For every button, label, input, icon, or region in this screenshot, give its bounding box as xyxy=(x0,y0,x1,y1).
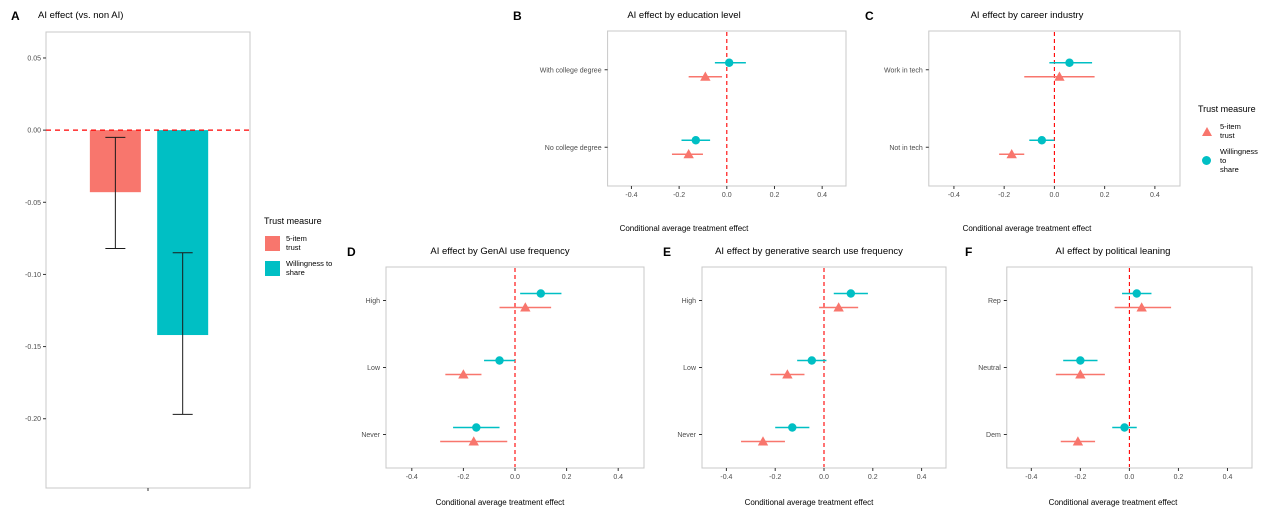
svg-text:-0.4: -0.4 xyxy=(625,192,637,199)
legend-item-label: Willingness to share xyxy=(286,259,333,277)
svg-text:Neutral: Neutral xyxy=(978,365,1001,372)
legend-trust-measure-shape: Trust measure 5-item trust Willingness t… xyxy=(1198,104,1264,181)
panel-b: B AI effect by education level -0.4 -0.2 0… xyxy=(510,6,858,236)
svg-text:0.2: 0.2 xyxy=(1174,474,1184,481)
legend-item-willingness-to-share: Willingness to share xyxy=(264,259,358,277)
panel-f-xaxis-title: Conditional average treatment effect xyxy=(1048,498,1178,507)
svg-text:Dem: Dem xyxy=(986,432,1001,439)
legend-key xyxy=(264,260,281,276)
svg-text:-0.4: -0.4 xyxy=(948,192,960,199)
legend-item-label: Willingness to share xyxy=(1220,147,1258,174)
panel-e-pointrange-chart: -0.4 -0.2 0.0 0.2 0.4 High Low Never xyxy=(677,266,947,481)
panel-d-pointrange-chart: -0.4 -0.2 0.0 0.2 0.4 High Low Never xyxy=(361,266,645,481)
svg-text:Never: Never xyxy=(677,432,696,439)
svg-text:0.05: 0.05 xyxy=(27,55,41,62)
svg-text:Work in tech: Work in tech xyxy=(884,67,923,74)
panel-e: E AI effect by generative search use fre… xyxy=(660,242,958,510)
legend-trust-measure-fill: Trust measure 5-item trust Willingness t… xyxy=(264,216,358,284)
panel-e-xaxis-title: Conditional average treatment effect xyxy=(744,498,874,507)
svg-text:0.0: 0.0 xyxy=(1050,192,1060,199)
svg-text:0.4: 0.4 xyxy=(1150,192,1160,199)
svg-text:-0.4: -0.4 xyxy=(406,474,418,481)
panel-d-letter: D xyxy=(347,245,356,259)
svg-text:-0.2: -0.2 xyxy=(1074,474,1086,481)
panel-d-xaxis-title: Conditional average treatment effect xyxy=(435,498,565,507)
svg-text:0.4: 0.4 xyxy=(917,474,927,481)
panel-b-letter: B xyxy=(513,9,522,23)
svg-text:-0.2: -0.2 xyxy=(998,192,1010,199)
svg-text:Rep: Rep xyxy=(988,298,1001,305)
panel-c-xaxis-title: Conditional average treatment effect xyxy=(962,224,1092,233)
panel-b-xaxis-title: Conditional average treatment effect xyxy=(619,224,749,233)
svg-text:Low: Low xyxy=(683,365,697,372)
svg-text:0.2: 0.2 xyxy=(562,474,572,481)
panel-e-title: AI effect by generative search use frequ… xyxy=(715,246,903,257)
svg-text:0.0: 0.0 xyxy=(1125,474,1135,481)
svg-text:0.0: 0.0 xyxy=(510,474,520,481)
legend-item-5-item-trust: 5-item trust xyxy=(1198,122,1264,140)
svg-text:0.4: 0.4 xyxy=(817,192,827,199)
panel-a-letter: A xyxy=(11,9,20,23)
legend-key xyxy=(1198,153,1215,169)
svg-text:With college degree: With college degree xyxy=(540,67,602,74)
svg-text:-0.20: -0.20 xyxy=(25,416,41,423)
teal-square-swatch-icon xyxy=(265,260,280,276)
panel-f: F AI effect by political leaning -0.4 -0.… xyxy=(962,242,1264,510)
svg-text:-0.10: -0.10 xyxy=(25,272,41,279)
panel-b-title: AI effect by education level xyxy=(627,10,741,21)
svg-text:-0.05: -0.05 xyxy=(25,200,41,207)
svg-text:0.2: 0.2 xyxy=(770,192,780,199)
svg-text:-0.2: -0.2 xyxy=(769,474,781,481)
svg-text:0.0: 0.0 xyxy=(722,192,732,199)
panel-f-pointrange-chart: -0.4 -0.2 0.0 0.2 0.4 Rep Neutral Dem xyxy=(978,266,1253,481)
legend-key xyxy=(264,235,281,251)
svg-text:-0.2: -0.2 xyxy=(673,192,685,199)
legend-title: Trust measure xyxy=(1198,104,1256,114)
legend-title: Trust measure xyxy=(264,216,322,226)
panel-c: C AI effect by career industry -0.4 -0.2 0… xyxy=(862,6,1192,236)
panel-e-letter: E xyxy=(663,245,672,259)
svg-text:No college degree: No college degree xyxy=(545,145,602,152)
panel-f-letter: F xyxy=(965,245,973,259)
svg-text:0.2: 0.2 xyxy=(868,474,878,481)
panel-a: A AI effect (vs. non AI) 0.05 0.00 -0.05 -0… xyxy=(8,6,260,510)
svg-text:-0.15: -0.15 xyxy=(25,344,41,351)
legend-item-label: 5-item trust xyxy=(286,234,307,252)
legend-item-5-item-trust: 5-item trust xyxy=(264,234,358,252)
svg-text:0.2: 0.2 xyxy=(1100,192,1110,199)
teal-circle-marker-icon xyxy=(1202,156,1211,165)
svg-text:0.4: 0.4 xyxy=(613,474,623,481)
svg-text:-0.2: -0.2 xyxy=(457,474,469,481)
legend-key xyxy=(1198,123,1215,139)
legend-item-willingness-to-share: Willingness to share xyxy=(1198,147,1264,174)
panel-c-pointrange-chart: -0.4 -0.2 0.0 0.2 0.4 Work in tech Not in tech xyxy=(884,30,1181,199)
red-square-swatch-icon xyxy=(265,235,280,251)
svg-text:Low: Low xyxy=(367,365,381,372)
legend-item-label: 5-item trust xyxy=(1220,122,1241,140)
panel-c-title: AI effect by career industry xyxy=(970,10,1084,21)
svg-text:-0.4: -0.4 xyxy=(1025,474,1037,481)
panel-c-letter: C xyxy=(865,9,874,23)
svg-text:0.0: 0.0 xyxy=(819,474,829,481)
svg-text:High: High xyxy=(682,298,697,305)
svg-text:Never: Never xyxy=(361,432,380,439)
panel-d-title: AI effect by GenAI use frequency xyxy=(430,246,570,257)
red-triangle-marker-icon xyxy=(1201,126,1212,136)
panel-b-pointrange-chart: -0.4 -0.2 0.0 0.2 0.4 With college degree No c… xyxy=(540,30,847,199)
svg-text:0.00: 0.00 xyxy=(27,128,41,135)
panel-a-bar-chart: 0.05 0.00 -0.05 -0.10 -0.15 -0.20 xyxy=(25,31,251,491)
panel-d: D AI effect by GenAI use frequency -0.4-… xyxy=(344,242,656,510)
svg-text:High: High xyxy=(366,298,381,305)
svg-text:Not in tech: Not in tech xyxy=(889,145,923,152)
panel-f-title: AI effect by political leaning xyxy=(1055,246,1171,257)
svg-text:0.4: 0.4 xyxy=(1223,474,1233,481)
svg-text:-0.4: -0.4 xyxy=(720,474,732,481)
panel-a-title: AI effect (vs. non AI) xyxy=(38,10,124,21)
